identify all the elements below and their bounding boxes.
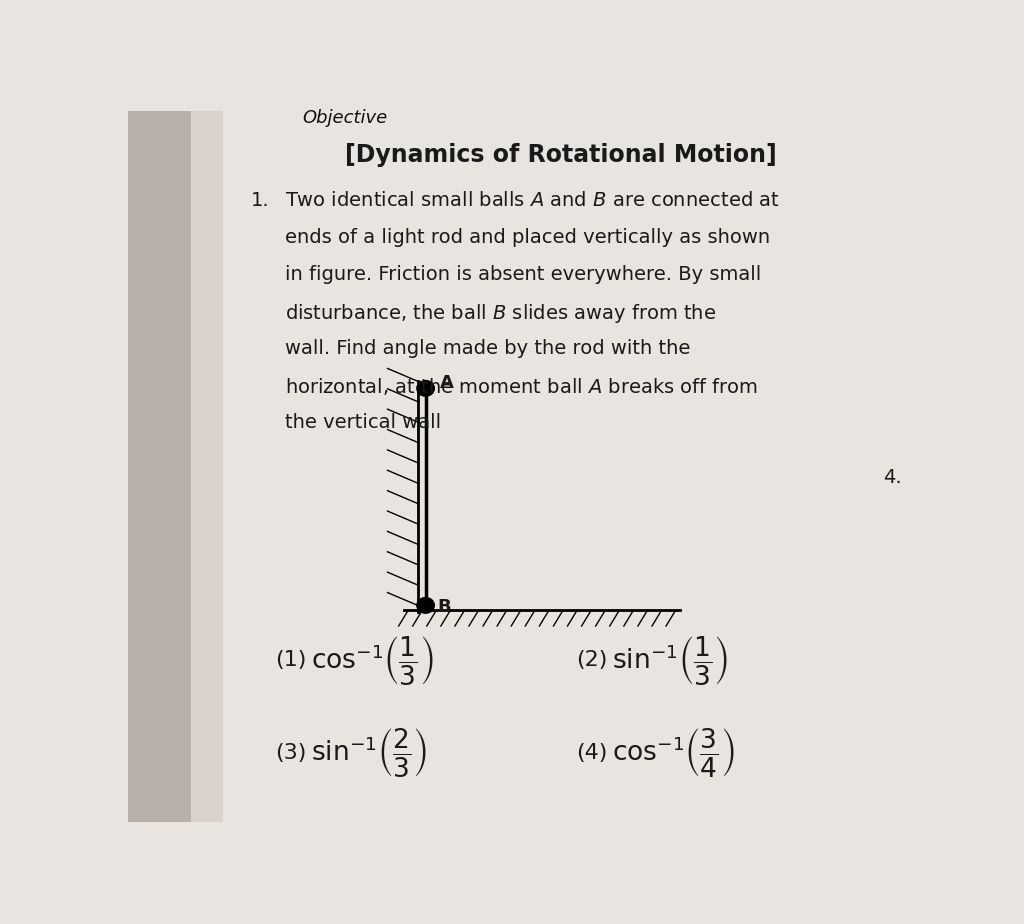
Text: the vertical wall: the vertical wall [285, 412, 441, 432]
Text: (4): (4) [577, 743, 608, 762]
Circle shape [417, 598, 434, 614]
Text: Two identical small balls $A$ and $B$ are connected at: Two identical small balls $A$ and $B$ ar… [285, 190, 780, 210]
Text: $\cos^{-1}\!\left(\dfrac{1}{3}\right)$: $\cos^{-1}\!\left(\dfrac{1}{3}\right)$ [310, 634, 433, 687]
Text: $\cos^{-1}\!\left(\dfrac{3}{4}\right)$: $\cos^{-1}\!\left(\dfrac{3}{4}\right)$ [612, 726, 734, 779]
Text: (3): (3) [274, 743, 306, 762]
Text: 4.: 4. [883, 468, 902, 487]
Text: 1.: 1. [251, 190, 269, 210]
Text: Objective: Objective [303, 109, 388, 128]
Bar [191, 111, 223, 822]
Text: $\sin^{-1}\!\left(\dfrac{2}{3}\right)$: $\sin^{-1}\!\left(\dfrac{2}{3}\right)$ [310, 726, 426, 779]
Text: [Dynamics of Rotational Motion]: [Dynamics of Rotational Motion] [345, 143, 776, 167]
Bar [128, 111, 191, 822]
Text: in figure. Friction is absent everywhere. By small: in figure. Friction is absent everywhere… [285, 264, 762, 284]
Circle shape [417, 381, 434, 396]
Text: horizontal, at the moment ball $A$ breaks off from: horizontal, at the moment ball $A$ break… [285, 375, 758, 396]
Text: A: A [440, 373, 454, 392]
Text: disturbance, the ball $B$ slides away from the: disturbance, the ball $B$ slides away fr… [285, 301, 717, 324]
Text: B: B [437, 598, 452, 615]
Text: ends of a light rod and placed vertically as shown: ends of a light rod and placed verticall… [285, 227, 770, 247]
Text: wall. Find angle made by the rod with the: wall. Find angle made by the rod with th… [285, 338, 690, 358]
Text: $\sin^{-1}\!\left(\dfrac{1}{3}\right)$: $\sin^{-1}\!\left(\dfrac{1}{3}\right)$ [612, 634, 728, 687]
Text: (1): (1) [274, 650, 306, 670]
Text: (2): (2) [577, 650, 608, 670]
